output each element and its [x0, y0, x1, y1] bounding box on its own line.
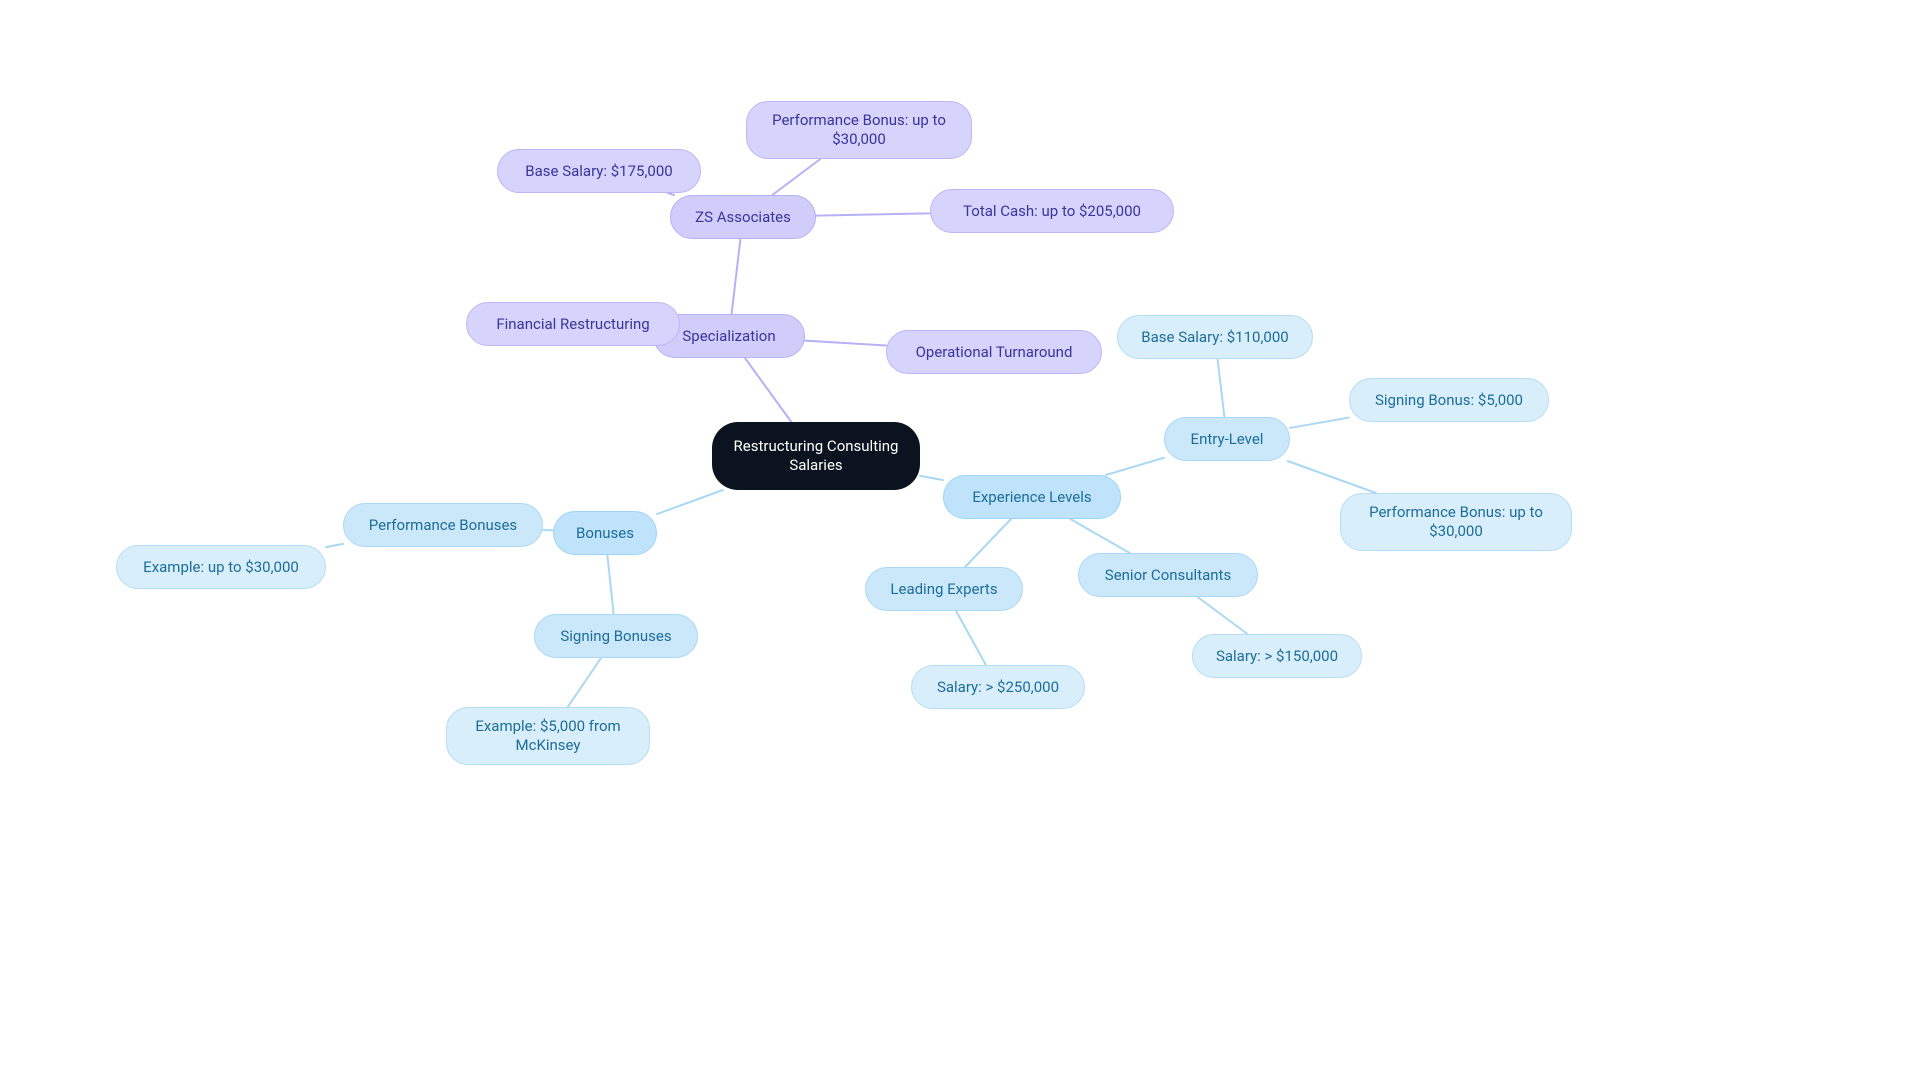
node-zs: ZS Associates: [670, 195, 816, 239]
edge: [732, 239, 741, 314]
node-senior_s: Salary: > $150,000: [1192, 634, 1362, 678]
node-label: Performance Bonuses: [369, 516, 517, 535]
node-label: Specialization: [682, 327, 775, 346]
node-label: Example: up to $30,000: [143, 558, 299, 577]
node-label: Base Salary: $175,000: [525, 162, 672, 181]
node-entry_base: Base Salary: $110,000: [1117, 315, 1313, 359]
node-label: Salary: > $150,000: [1216, 647, 1338, 666]
edge: [1106, 458, 1164, 475]
node-label: Signing Bonuses: [560, 627, 671, 646]
node-label: Signing Bonus: $5,000: [1375, 391, 1523, 410]
node-label: Base Salary: $110,000: [1141, 328, 1288, 347]
node-exp: Experience Levels: [943, 475, 1121, 519]
node-lead: Leading Experts: [865, 567, 1023, 611]
node-entry_perf: Performance Bonus: up to $30,000: [1340, 493, 1572, 551]
node-label: Performance Bonus: up to $30,000: [1369, 503, 1543, 541]
edge: [772, 159, 820, 195]
edge: [657, 490, 723, 514]
node-signbex: Example: $5,000 from McKinsey: [446, 707, 650, 765]
node-opturn: Operational Turnaround: [886, 330, 1102, 374]
node-label: Performance Bonus: up to $30,000: [772, 111, 946, 149]
node-bonuses: Bonuses: [553, 511, 657, 555]
edge: [668, 193, 674, 195]
node-zs_base: Base Salary: $175,000: [497, 149, 701, 193]
edge: [956, 611, 986, 665]
edge: [607, 555, 613, 614]
node-label: Financial Restructuring: [496, 315, 649, 334]
node-zs_perf: Performance Bonus: up to $30,000: [746, 101, 972, 159]
node-senior: Senior Consultants: [1078, 553, 1258, 597]
node-label: Experience Levels: [972, 488, 1091, 507]
node-lead_s: Salary: > $250,000: [911, 665, 1085, 709]
node-signb: Signing Bonuses: [534, 614, 698, 658]
edge: [1290, 418, 1349, 428]
node-entry: Entry-Level: [1164, 417, 1290, 461]
node-perfbex: Example: up to $30,000: [116, 545, 326, 589]
node-perfb: Performance Bonuses: [343, 503, 543, 547]
mindmap-canvas: Restructuring Consulting Salaries Special…: [0, 0, 1920, 1083]
node-entry_sign: Signing Bonus: $5,000: [1349, 378, 1549, 422]
node-label: Bonuses: [576, 524, 634, 543]
edge-layer: [0, 0, 1920, 1083]
node-label: Total Cash: up to $205,000: [963, 202, 1141, 221]
edge: [1070, 519, 1129, 553]
node-label: Operational Turnaround: [916, 343, 1073, 362]
node-root: Restructuring Consulting Salaries: [712, 422, 920, 490]
node-label: Leading Experts: [890, 580, 997, 599]
edge: [816, 213, 930, 215]
edge: [1288, 461, 1376, 493]
edge: [1198, 597, 1248, 634]
edge: [326, 544, 343, 547]
node-label: ZS Associates: [695, 208, 791, 227]
node-zs_tot: Total Cash: up to $205,000: [930, 189, 1174, 233]
node-finres: Financial Restructuring: [466, 302, 680, 346]
edge: [745, 358, 791, 422]
edge: [805, 341, 886, 346]
edge: [965, 519, 1011, 567]
edge: [1218, 359, 1225, 417]
node-label: Restructuring Consulting Salaries: [734, 437, 899, 475]
node-label: Salary: > $250,000: [937, 678, 1059, 697]
edge: [568, 658, 601, 707]
edge: [920, 476, 943, 480]
node-label: Example: $5,000 from McKinsey: [475, 717, 620, 755]
node-label: Entry-Level: [1191, 430, 1264, 449]
node-label: Senior Consultants: [1105, 566, 1231, 585]
